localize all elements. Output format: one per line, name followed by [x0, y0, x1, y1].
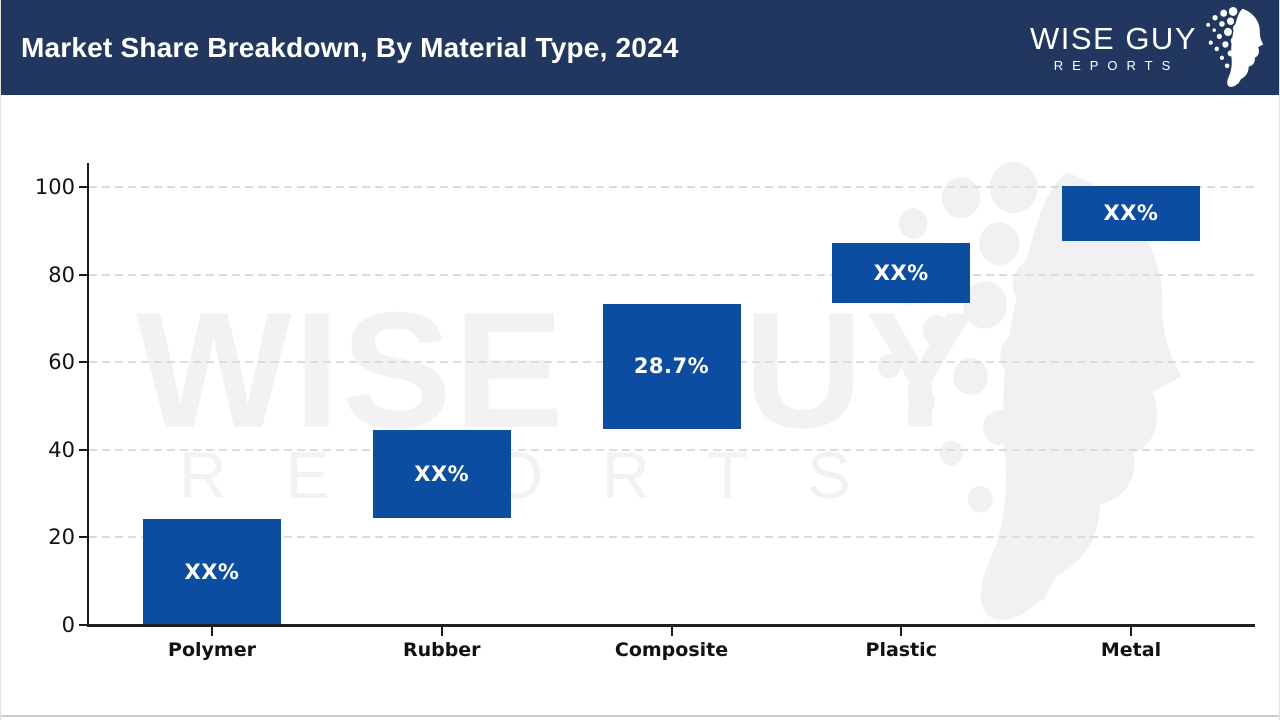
category-label: Metal: [1100, 639, 1162, 661]
y-tick-label: 100: [34, 175, 75, 199]
bottom-border: [1, 715, 1279, 717]
gridline: [89, 186, 1254, 188]
chart-title: Market Share Breakdown, By Material Type…: [21, 31, 679, 63]
y-tick-mark: [79, 536, 89, 539]
x-tick-mark: [440, 627, 443, 636]
gridline: [89, 273, 1254, 276]
bar-value-label: XX%: [873, 260, 929, 285]
y-tick-label: 0: [61, 613, 75, 637]
y-tick-mark: [79, 448, 89, 451]
y-tick-mark: [79, 624, 89, 626]
bar-segment: XX%: [1062, 185, 1200, 242]
x-tick-mark: [1130, 627, 1132, 636]
category-label: Plastic: [865, 639, 937, 661]
bar-segment: XX%: [143, 519, 281, 625]
category-label: Composite: [614, 639, 729, 661]
y-tick-mark: [79, 186, 89, 188]
wise-guy-logo: WISE GUY REPORTS: [1030, 6, 1265, 89]
y-tick-mark: [79, 361, 89, 364]
bar-value-label: 28.7%: [633, 354, 710, 379]
gridline: [89, 448, 1254, 451]
y-tick-mark: [79, 273, 89, 276]
x-axis-line: [87, 624, 1255, 627]
logo-wordmark: WISE GUY: [1029, 20, 1197, 56]
y-tick-label: 20: [48, 525, 75, 550]
category-label: Rubber: [402, 639, 481, 661]
logo-text: WISE GUY REPORTS: [1030, 23, 1197, 73]
watermark-subtext: REPORTS: [179, 438, 910, 512]
bar-segment: XX%: [832, 242, 971, 304]
y-axis-line: [87, 163, 89, 627]
watermark-wordmark: WISE GUY: [136, 278, 978, 462]
logo-head-icon: [1206, 6, 1264, 87]
y-tick-label: 60: [48, 350, 75, 375]
header-bar: Market Share Breakdown, By Material Type…: [1, 0, 1279, 95]
bar-value-label: XX%: [1103, 201, 1159, 226]
bar-segment: 28.7%: [602, 303, 741, 430]
x-tick-mark: [900, 627, 903, 636]
x-tick-mark: [211, 627, 213, 636]
logo-subtext: REPORTS: [1053, 57, 1180, 73]
y-tick-label: 80: [48, 262, 75, 287]
bar-value-label: XX%: [184, 559, 240, 584]
bar-segment: XX%: [372, 430, 511, 519]
y-tick-label: 40: [48, 437, 75, 462]
category-label: Polymer: [168, 639, 256, 661]
bar-value-label: XX%: [414, 462, 470, 487]
gridline: [89, 536, 1254, 539]
x-tick-mark: [670, 627, 673, 636]
